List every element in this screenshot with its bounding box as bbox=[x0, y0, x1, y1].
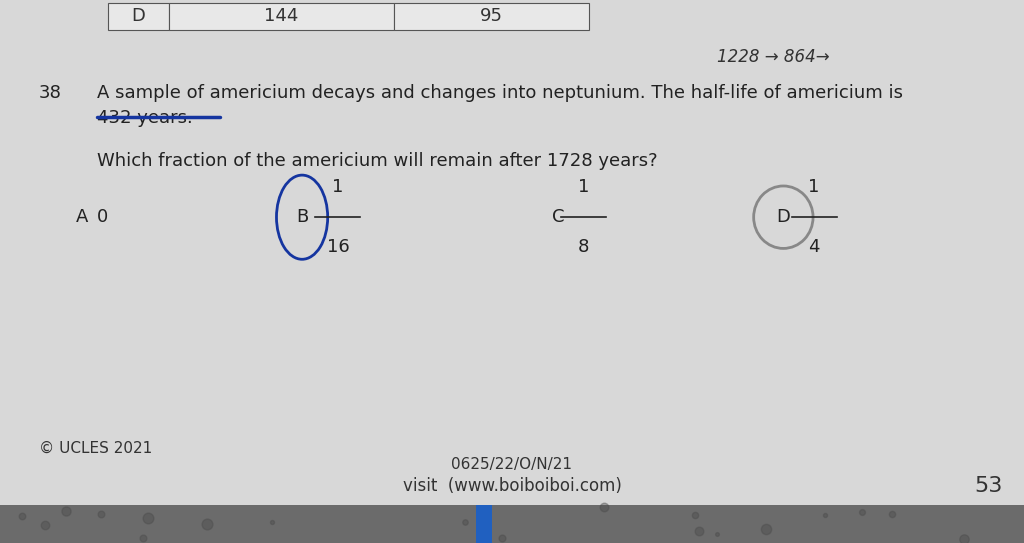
Text: C: C bbox=[552, 208, 564, 226]
Text: 4: 4 bbox=[808, 238, 820, 256]
Bar bbox=[476, 505, 492, 543]
Text: 432 years.: 432 years. bbox=[97, 109, 194, 127]
Text: 1228 → 864→: 1228 → 864→ bbox=[717, 48, 829, 66]
Text: 95: 95 bbox=[480, 7, 503, 26]
Text: 38: 38 bbox=[39, 84, 61, 102]
Text: visit  (www.boiboiboi.com): visit (www.boiboiboi.com) bbox=[402, 477, 622, 495]
Text: Which fraction of the americium will remain after 1728 years?: Which fraction of the americium will rem… bbox=[97, 152, 657, 170]
FancyBboxPatch shape bbox=[169, 3, 394, 30]
Text: 1: 1 bbox=[808, 178, 820, 197]
Text: 144: 144 bbox=[264, 7, 299, 26]
Text: A: A bbox=[76, 208, 88, 226]
Text: B: B bbox=[296, 208, 308, 226]
Text: 0625/22/O/N/21: 0625/22/O/N/21 bbox=[452, 457, 572, 472]
Text: 8: 8 bbox=[578, 238, 590, 256]
Bar bbox=[0, 505, 1024, 543]
Text: 1: 1 bbox=[332, 178, 344, 197]
Text: D: D bbox=[776, 208, 791, 226]
Text: © UCLES 2021: © UCLES 2021 bbox=[39, 440, 153, 456]
FancyBboxPatch shape bbox=[394, 3, 589, 30]
Text: 0: 0 bbox=[97, 208, 108, 226]
FancyBboxPatch shape bbox=[108, 3, 169, 30]
Text: 53: 53 bbox=[974, 476, 1002, 496]
Text: A sample of americium decays and changes into neptunium. The half-life of americ: A sample of americium decays and changes… bbox=[97, 84, 903, 102]
Text: 16: 16 bbox=[327, 238, 349, 256]
Text: 1: 1 bbox=[578, 178, 590, 197]
Text: D: D bbox=[131, 7, 145, 26]
